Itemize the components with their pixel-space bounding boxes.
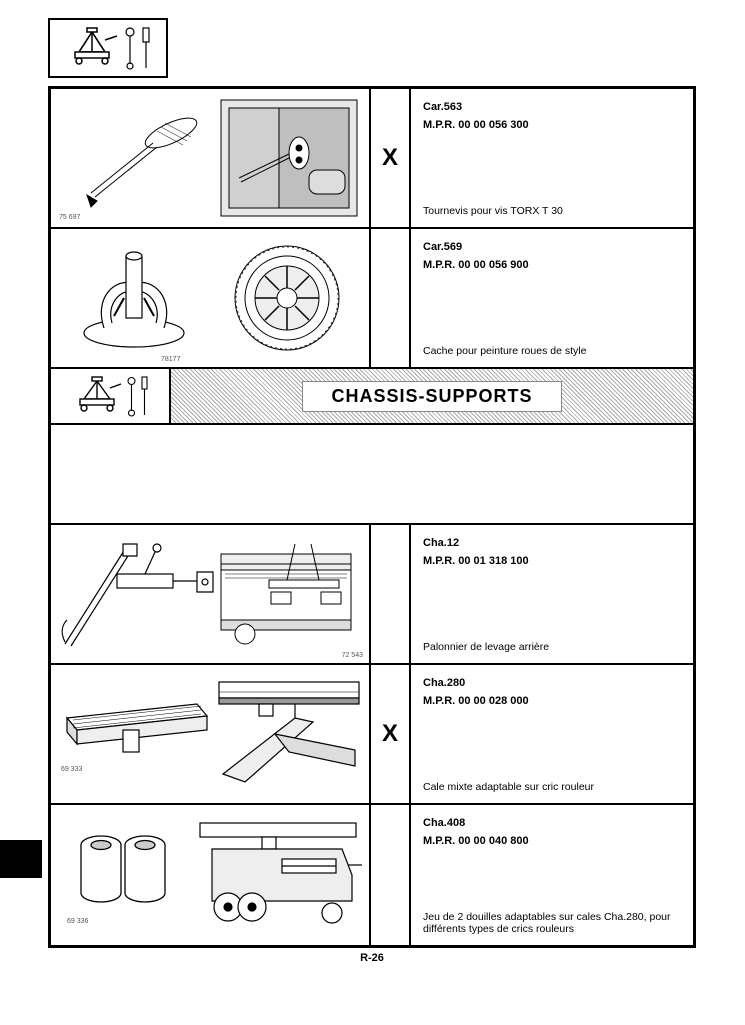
- wrench-icon: [127, 375, 136, 417]
- description-cell: Car.569 M.P.R. 00 00 056 900 Cache pour …: [411, 229, 693, 367]
- jack-pad-illustration: [57, 674, 215, 794]
- table-row: 75 697 X Car.563 M.P.R. 00 00 056 300 To…: [51, 89, 693, 229]
- tool-code: Cha.280: [423, 675, 681, 693]
- tool-description: Jeu de 2 douilles adaptables sur cales C…: [423, 911, 681, 935]
- tools-table: 75 697 X Car.563 M.P.R. 00 00 056 300 To…: [48, 86, 696, 948]
- tool-description: Cale mixte adaptable sur cric rouleur: [423, 781, 681, 793]
- screwdriver-icon: [140, 375, 149, 417]
- torx-usage-illustration: [219, 98, 359, 218]
- illustration-cell: 69 336: [51, 805, 371, 945]
- wrench-icon: [125, 26, 135, 70]
- mark-cell: X: [371, 665, 411, 803]
- trolley-jack-illustration: [215, 674, 363, 794]
- car-rear-lifting-illustration: [215, 534, 363, 654]
- torx-screwdriver-illustration: [61, 103, 211, 213]
- tool-description: Palonnier de levage arrière: [423, 641, 681, 653]
- trolley-jack-side-illustration: [192, 815, 362, 935]
- description-cell: Cha.12 M.P.R. 00 01 318 100 Palonnier de…: [411, 525, 693, 663]
- illustration-cell: 69 333: [51, 665, 371, 803]
- tool-code: Cha.408: [423, 815, 681, 833]
- figure-number: 69 336: [67, 918, 88, 925]
- description-cell: Car.563 M.P.R. 00 00 056 300 Tournevis p…: [411, 89, 693, 227]
- mark-x: X: [382, 720, 398, 748]
- description-cell: Cha.408 M.P.R. 00 00 040 800 Jeu de 2 do…: [411, 805, 693, 945]
- section-header-row: CHASSIS-SUPPORTS: [51, 369, 693, 425]
- mark-x: X: [382, 144, 398, 172]
- table-row: 78177 Car.569 M.P.R. 00 00 056 900 Cache…: [51, 229, 693, 369]
- figure-number: 78177: [161, 356, 180, 363]
- figure-number: 72 543: [342, 652, 363, 659]
- figure-number: 75 697: [59, 214, 80, 221]
- styled-wheel-illustration: [217, 238, 357, 358]
- table-row: 69 333 X Cha.280 M.P.R. 00 00 028 000 Ca…: [51, 665, 693, 805]
- page-edge-tab: [0, 840, 42, 878]
- table-row: 69 336 Cha.408 M.P.R. 00 00 040 800 Jeu …: [51, 805, 693, 945]
- mark-cell: [371, 525, 411, 663]
- figure-number: 69 333: [61, 766, 82, 773]
- tool-code: Car.569: [423, 239, 681, 257]
- description-cell: Cha.280 M.P.R. 00 00 028 000 Cale mixte …: [411, 665, 693, 803]
- table-row: 72 543 Cha.12 M.P.R. 00 01 318 100 Palon…: [51, 525, 693, 665]
- screwdriver-icon: [141, 26, 151, 70]
- section-title-cell: CHASSIS-SUPPORTS: [171, 369, 693, 423]
- sockets-illustration: [59, 815, 189, 935]
- mark-cell: [371, 805, 411, 945]
- mark-cell: [371, 229, 411, 367]
- tool-mpr: M.P.R. 00 00 056 900: [423, 257, 681, 275]
- illustration-cell: 75 697: [51, 89, 371, 227]
- tool-mpr: M.P.R. 00 00 028 000: [423, 693, 681, 711]
- jack-icon: [71, 375, 123, 417]
- page-number: R-26: [48, 952, 696, 964]
- header-tools-icon-box: [48, 18, 168, 78]
- wheel-cover-tool-illustration: [64, 238, 204, 358]
- tool-code: Car.563: [423, 99, 681, 117]
- lifting-beam-illustration: [57, 534, 215, 654]
- page-content: 75 697 X Car.563 M.P.R. 00 00 056 300 To…: [48, 18, 696, 964]
- tool-description: Tournevis pour vis TORX T 30: [423, 205, 681, 217]
- tool-mpr: M.P.R. 00 01 318 100: [423, 553, 681, 571]
- mark-cell: X: [371, 89, 411, 227]
- tool-description: Cache pour peinture roues de style: [423, 345, 681, 357]
- jack-icon: [65, 26, 119, 70]
- illustration-cell: 78177: [51, 229, 371, 367]
- illustration-cell: 72 543: [51, 525, 371, 663]
- tool-mpr: M.P.R. 00 00 040 800: [423, 833, 681, 851]
- tool-mpr: M.P.R. 00 00 056 300: [423, 117, 681, 135]
- section-icon-cell: [51, 369, 171, 423]
- tool-code: Cha.12: [423, 535, 681, 553]
- section-title: CHASSIS-SUPPORTS: [302, 381, 561, 412]
- blank-row: [51, 425, 693, 525]
